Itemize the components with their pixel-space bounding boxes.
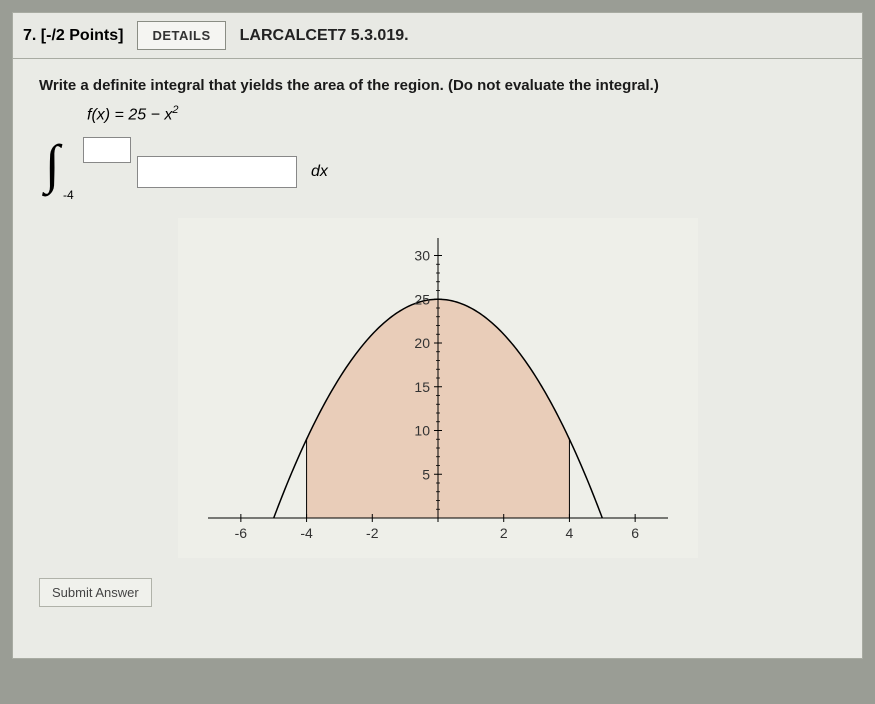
integral-expression: ∫ -4 dx bbox=[45, 138, 836, 198]
dx-label: dx bbox=[311, 163, 328, 181]
integrand-input[interactable] bbox=[137, 156, 297, 188]
region-graph: -6 -4 -2 2 4 6 5 10 15 20 25 30 bbox=[178, 218, 698, 558]
svg-text:20: 20 bbox=[414, 335, 430, 351]
svg-text:2: 2 bbox=[499, 525, 507, 541]
question-number: 7. [-/2 Points] bbox=[23, 27, 123, 45]
svg-text:-2: -2 bbox=[366, 525, 379, 541]
submit-button[interactable]: Submit Answer bbox=[39, 578, 152, 607]
question-prompt: Write a definite integral that yields th… bbox=[39, 77, 836, 94]
svg-text:30: 30 bbox=[414, 248, 430, 264]
question-content: Write a definite integral that yields th… bbox=[12, 59, 863, 659]
svg-text:10: 10 bbox=[414, 423, 430, 439]
svg-text:-4: -4 bbox=[300, 525, 313, 541]
function-definition: f(x) = 25 − x2 bbox=[87, 104, 836, 124]
details-button[interactable]: DETAILS bbox=[137, 21, 225, 50]
integral-symbol: ∫ -4 bbox=[45, 138, 85, 198]
svg-text:4: 4 bbox=[565, 525, 573, 541]
upper-limit-input[interactable] bbox=[83, 137, 131, 163]
svg-text:5: 5 bbox=[422, 467, 430, 483]
svg-text:6: 6 bbox=[631, 525, 639, 541]
question-header: 7. [-/2 Points] DETAILS LARCALCET7 5.3.0… bbox=[12, 12, 863, 59]
svg-text:15: 15 bbox=[414, 379, 430, 395]
lower-limit: -4 bbox=[63, 188, 74, 202]
question-source: LARCALCET7 5.3.019. bbox=[240, 27, 409, 45]
svg-text:-6: -6 bbox=[234, 525, 247, 541]
svg-text:25: 25 bbox=[414, 292, 430, 308]
